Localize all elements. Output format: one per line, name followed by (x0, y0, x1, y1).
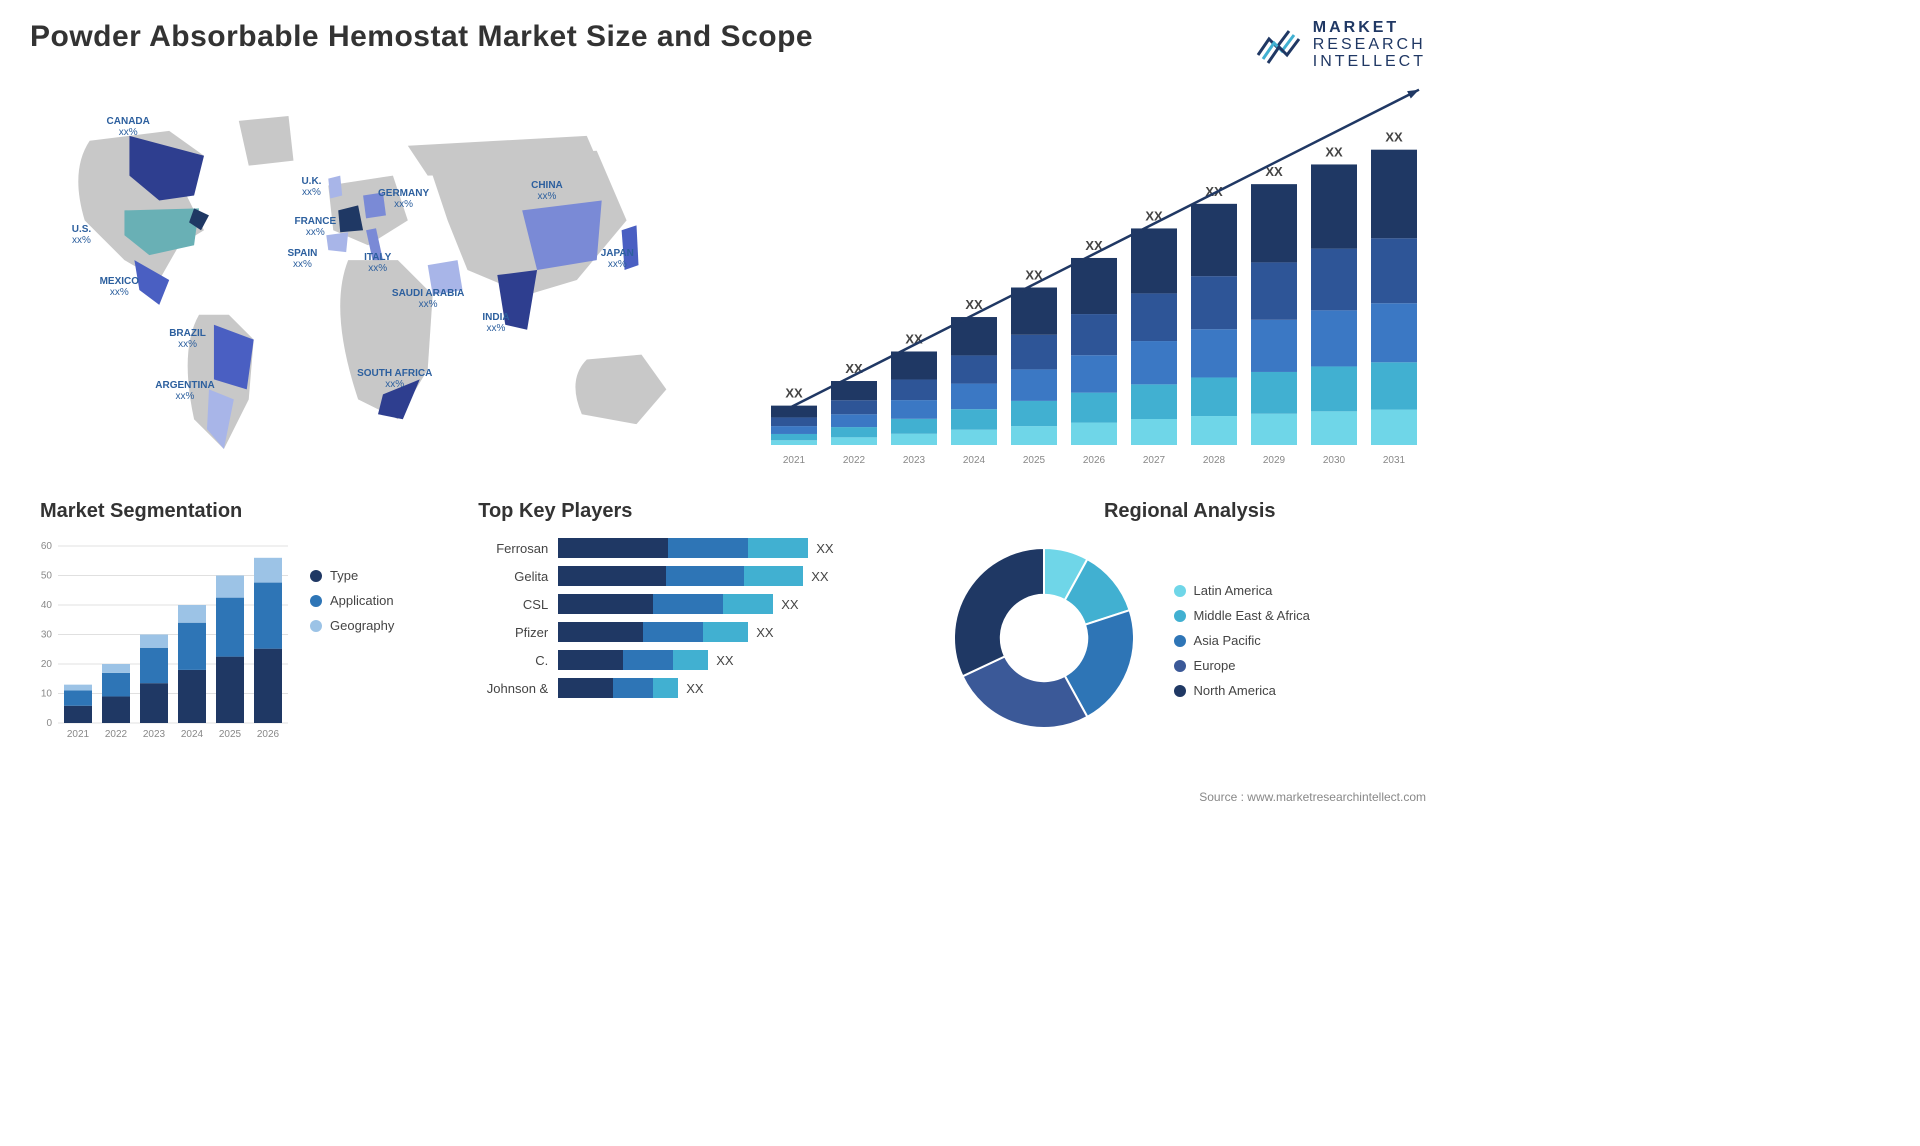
player-name: Ferrosan (468, 541, 548, 556)
svg-text:2023: 2023 (143, 729, 166, 740)
svg-text:2023: 2023 (903, 455, 926, 466)
players-panel: Top Key Players FerrosanXXGelitaXXCSLXXP… (468, 500, 913, 760)
map-label: ITALYxx% (364, 252, 391, 274)
segmentation-title: Market Segmentation (40, 500, 438, 523)
svg-text:2028: 2028 (1203, 455, 1226, 466)
player-row: Johnson & XX (468, 678, 913, 698)
player-name: Gelita (468, 569, 548, 584)
segmentation-legend: Type Application Geography (310, 538, 394, 748)
svg-text:20: 20 (41, 659, 53, 670)
map-label: ARGENTINAxx% (155, 380, 214, 402)
map-label: INDIAxx% (482, 312, 509, 334)
map-label: GERMANYxx% (378, 188, 429, 210)
map-label: BRAZILxx% (169, 328, 206, 350)
growth-chart: XX2021XX2022XX2023XX2024XX2025XX2026XX20… (746, 80, 1426, 480)
map-label: FRANCExx% (294, 216, 336, 238)
svg-text:XX: XX (965, 297, 983, 312)
legend-item: Asia Pacific (1174, 633, 1310, 648)
player-value: XX (811, 569, 828, 584)
svg-text:2031: 2031 (1383, 455, 1406, 466)
player-row: C. XX (468, 650, 913, 670)
svg-text:2021: 2021 (783, 455, 806, 466)
svg-text:2026: 2026 (257, 729, 280, 740)
player-name: C. (468, 653, 548, 668)
svg-text:2027: 2027 (1143, 455, 1166, 466)
map-label: MEXICOxx% (100, 276, 139, 298)
player-name: Pfizer (468, 625, 548, 640)
legend-item: Geography (310, 618, 394, 633)
world-map-panel: CANADAxx% U.S.xx% MEXICOxx% BRAZILxx% ARGENT… (30, 80, 726, 480)
svg-text:2021: 2021 (67, 729, 90, 740)
regional-title: Regional Analysis (954, 500, 1426, 523)
regional-donut-chart (944, 538, 1144, 738)
svg-text:XX: XX (785, 386, 803, 401)
svg-text:XX: XX (1325, 145, 1343, 160)
logo-line2: RESEARCH (1313, 37, 1426, 54)
svg-text:2024: 2024 (963, 455, 986, 466)
legend-item: Type (310, 568, 394, 583)
map-label: U.K.xx% (301, 176, 321, 198)
player-value: XX (816, 541, 833, 556)
logo-line1: MARKET (1313, 20, 1426, 37)
player-name: Johnson & (468, 681, 548, 696)
player-value: XX (686, 681, 703, 696)
player-value: XX (756, 625, 773, 640)
map-label: U.S.xx% (72, 224, 91, 246)
map-label: SAUDI ARABIAxx% (392, 288, 464, 310)
legend-item: Latin America (1174, 583, 1310, 598)
svg-text:2030: 2030 (1323, 455, 1346, 466)
svg-text:2022: 2022 (105, 729, 128, 740)
legend-item: Europe (1174, 658, 1310, 673)
svg-text:30: 30 (41, 630, 53, 641)
segmentation-chart: 0 10 20 30 40 50 60 2021 2022 2023 2024 2025 2026 (30, 538, 290, 748)
brand-logo: MARKET RESEARCH INTELLECT (1255, 20, 1426, 70)
svg-text:10: 10 (41, 689, 53, 700)
svg-text:2024: 2024 (181, 729, 204, 740)
player-row: CSL XX (468, 594, 913, 614)
legend-item: North America (1174, 683, 1310, 698)
legend-item: Application (310, 593, 394, 608)
player-value: XX (716, 653, 733, 668)
svg-text:40: 40 (41, 600, 53, 611)
svg-text:XX: XX (1385, 130, 1403, 145)
svg-text:0: 0 (46, 718, 52, 729)
players-title: Top Key Players (478, 500, 913, 523)
player-name: CSL (468, 597, 548, 612)
segmentation-panel: Market Segmentation 0 10 20 30 40 50 60 2021 202… (30, 500, 438, 760)
map-label: SOUTH AFRICAxx% (357, 368, 432, 390)
map-label: CHINAxx% (531, 180, 563, 202)
map-label: CANADAxx% (107, 116, 150, 138)
logo-icon (1255, 25, 1305, 65)
growth-chart-panel: XX2021XX2022XX2023XX2024XX2025XX2026XX20… (746, 80, 1426, 480)
logo-line3: INTELLECT (1313, 54, 1426, 71)
player-row: Gelita XX (468, 566, 913, 586)
svg-text:2022: 2022 (843, 455, 866, 466)
players-list: FerrosanXXGelitaXXCSLXXPfizerXXC.XXJohns… (468, 538, 913, 698)
svg-text:2025: 2025 (219, 729, 242, 740)
page-title: Powder Absorbable Hemostat Market Size a… (30, 20, 813, 54)
map-label: JAPANxx% (601, 248, 634, 270)
svg-text:2029: 2029 (1263, 455, 1286, 466)
svg-text:2025: 2025 (1023, 455, 1046, 466)
legend-item: Middle East & Africa (1174, 608, 1310, 623)
map-label: SPAINxx% (288, 248, 318, 270)
regional-legend: Latin America Middle East & Africa Asia Pa… (1174, 578, 1310, 698)
player-row: Pfizer XX (468, 622, 913, 642)
player-row: Ferrosan XX (468, 538, 913, 558)
svg-text:60: 60 (41, 541, 53, 552)
regional-panel: Regional Analysis Latin America Middle Ea… (944, 500, 1426, 760)
source-attribution: Source : www.marketresearchintellect.com (1199, 790, 1426, 804)
svg-text:2026: 2026 (1083, 455, 1106, 466)
player-value: XX (781, 597, 798, 612)
svg-text:50: 50 (41, 571, 53, 582)
